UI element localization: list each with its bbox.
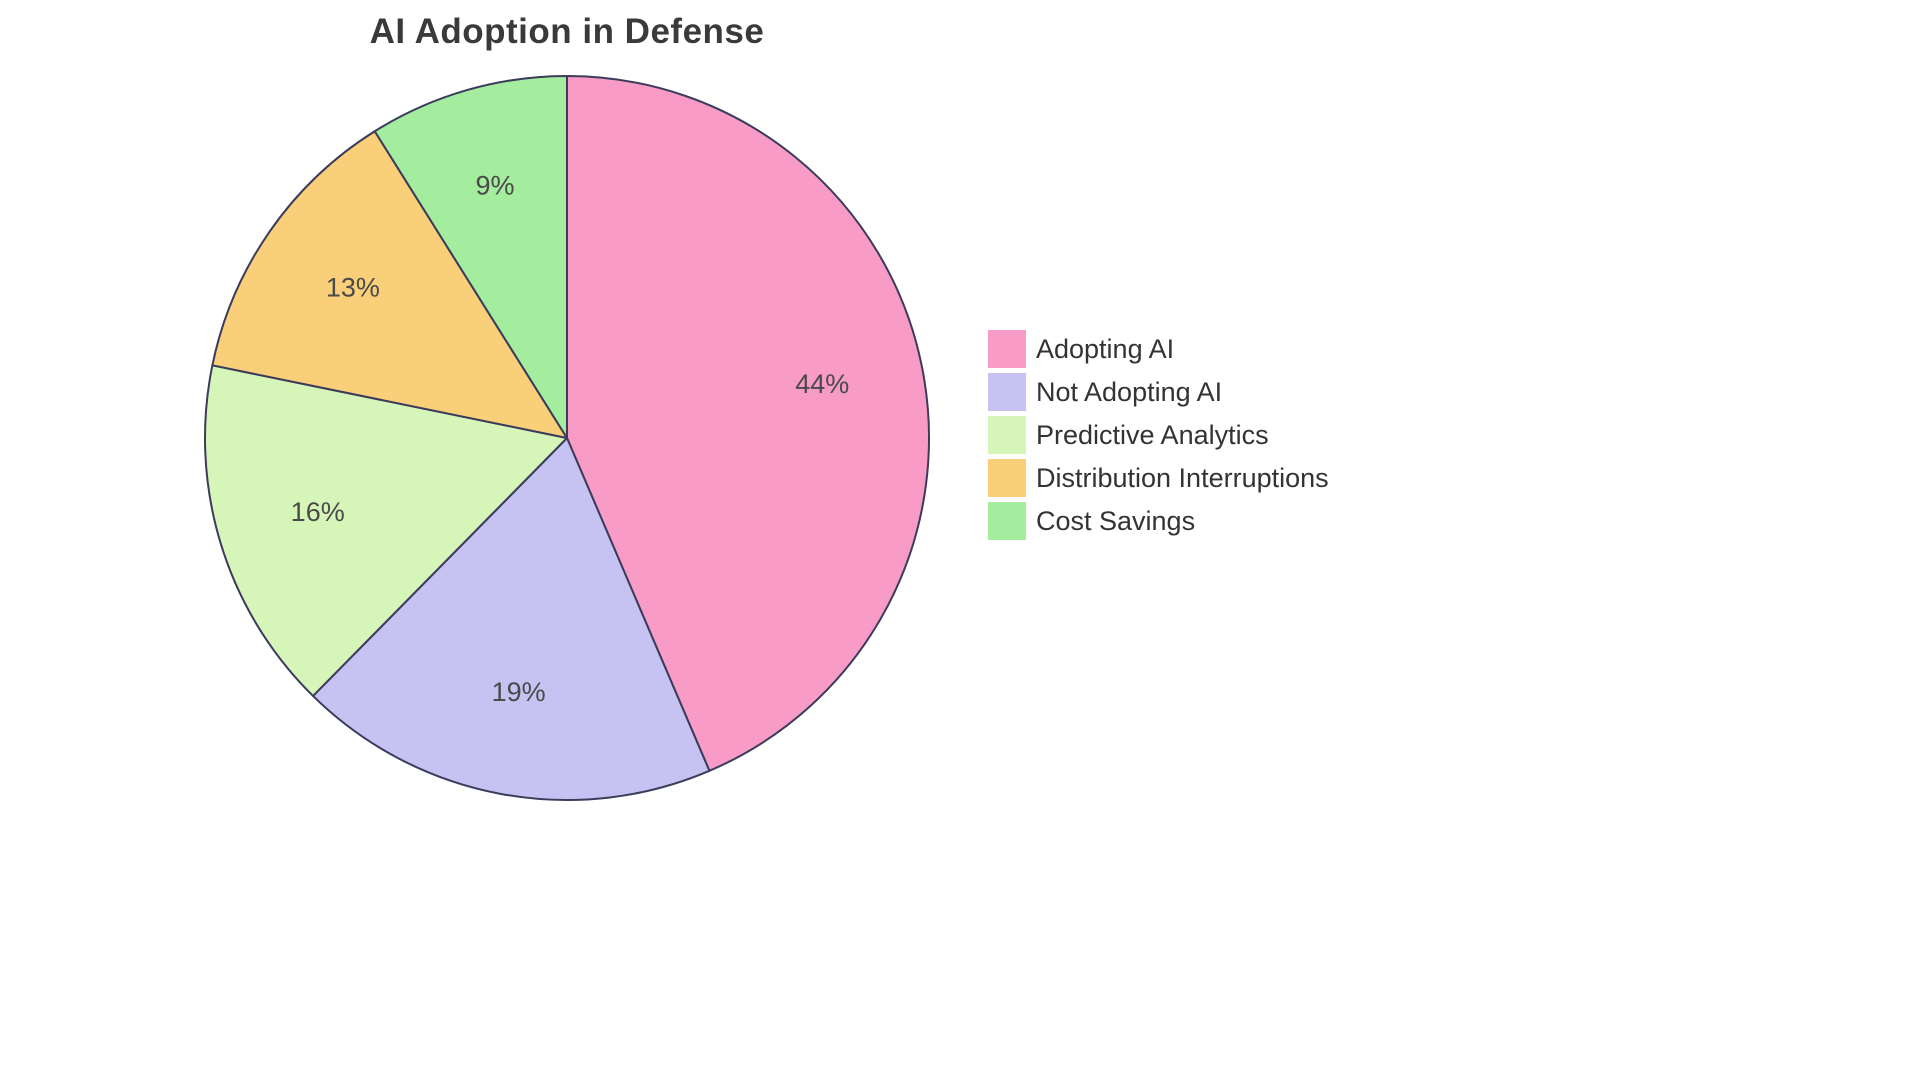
legend-item-distribution-interruptions: Distribution Interruptions (988, 459, 1329, 497)
pie-slice-percent-label: 16% (291, 497, 345, 527)
legend-item-not-adopting-ai: Not Adopting AI (988, 373, 1329, 411)
pie-slice-predictive-analytics (204, 364, 568, 697)
pie-slice-percent-label: 9% (475, 171, 514, 201)
legend-item-adopting-ai: Adopting AI (988, 330, 1329, 368)
legend-label: Predictive Analytics (1036, 419, 1269, 450)
legend-swatch (988, 373, 1026, 411)
legend-swatch (988, 330, 1026, 368)
pie-slice-percent-label: 44% (795, 369, 849, 399)
legend-label: Cost Savings (1036, 505, 1196, 536)
legend: Adopting AI Not Adopting AI Predictive Ana… (988, 330, 1329, 540)
legend-label: Distribution Interruptions (1036, 462, 1329, 493)
pie-slice-percent-label: 13% (326, 273, 380, 303)
legend-swatch (988, 459, 1026, 497)
legend-item-cost-savings: Cost Savings (988, 502, 1329, 540)
pie-slice-cost-savings (373, 75, 568, 439)
legend-label: Adopting AI (1036, 333, 1175, 364)
legend-swatch (988, 416, 1026, 454)
pie-slice-adopting-ai (566, 75, 930, 772)
legend-swatch (988, 502, 1026, 540)
legend-label: Not Adopting AI (1036, 376, 1223, 407)
legend-item-predictive-analytics: Predictive Analytics (988, 416, 1329, 454)
pie-slice-percent-label: 19% (492, 677, 546, 707)
chart-title: AI Adoption in Defense (369, 12, 765, 51)
pie-slice-not-adopting-ai (312, 437, 711, 801)
pie-slice-distribution-interruptions (211, 130, 568, 439)
